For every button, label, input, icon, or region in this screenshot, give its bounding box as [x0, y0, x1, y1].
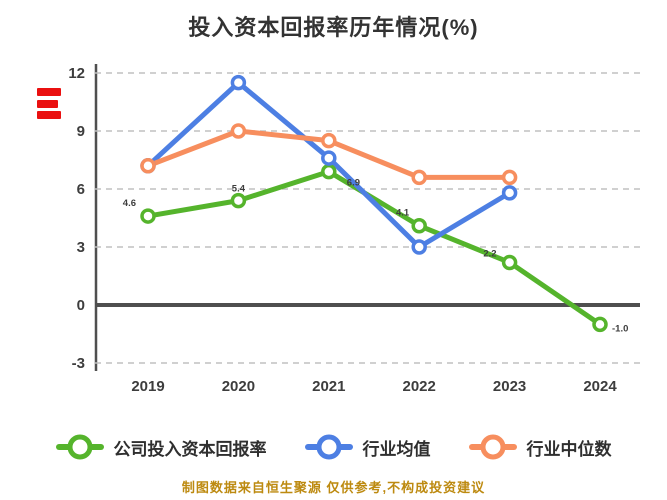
x-tick-label-2022: 2022 — [403, 378, 436, 395]
data-point-company-roic-2021[interactable] — [321, 163, 337, 180]
page-title: 投入资本回报率历年情况(%) — [188, 15, 479, 40]
red-watermark-icon — [37, 88, 61, 119]
series-company-roic — [145, 169, 603, 327]
x-tick-label-2023: 2023 — [493, 378, 526, 395]
data-point-industry-mean-2020[interactable] — [230, 74, 247, 91]
point-label-company-roic-2021: 6.9 — [347, 178, 360, 189]
legend-item-industry-median[interactable]: 行业中位数 — [468, 434, 612, 460]
data-point-industry-median-2021[interactable] — [321, 132, 337, 149]
data-point-industry-mean-2022[interactable] — [411, 239, 427, 255]
data-point-company-roic-2023[interactable] — [501, 254, 518, 271]
point-label-company-roic-2023: 2.2 — [483, 248, 496, 259]
legend-label-industry-median: 行业中位数 — [526, 439, 612, 459]
legend-item-industry-mean[interactable]: 行业均值 — [304, 434, 431, 460]
data-point-industry-median-2019[interactable] — [140, 158, 156, 174]
data-point-company-roic-2024[interactable] — [592, 316, 608, 333]
legend-marker-company-roic-icon — [55, 434, 104, 460]
chart-legend: 公司投入资本回报率 行业均值 行业中位数 — [0, 430, 667, 464]
series-markers-industry-median — [140, 123, 518, 186]
y-axis-tick-labels: 12 9 6 3 0 -3 — [68, 65, 85, 372]
point-label-company-roic-2022: 4.1 — [396, 208, 410, 219]
line-chart-canvas: 12 9 6 3 0 -3 2019 2020 2021 2022 2023 2024 4.6 5.4 6.… — [68, 64, 640, 395]
data-point-industry-median-2023[interactable] — [501, 169, 518, 186]
legend-label-industry-mean: 行业均值 — [362, 439, 431, 459]
x-tick-label-2021: 2021 — [312, 378, 345, 395]
data-point-industry-mean-2021[interactable] — [321, 150, 337, 166]
x-tick-label-2024: 2024 — [583, 378, 617, 395]
x-axis-tick-labels: 2019 2020 2021 2022 2023 2024 — [131, 378, 617, 395]
y-tick-label-0: 0 — [77, 297, 85, 314]
gridlines — [95, 72, 640, 364]
data-point-industry-median-2022[interactable] — [411, 169, 427, 186]
red-watermark-bar — [37, 88, 61, 96]
red-watermark-bar — [37, 99, 58, 108]
series-markers-company-roic — [140, 163, 608, 333]
legend-item-company-roic[interactable]: 公司投入资本回报率 — [55, 434, 267, 460]
point-labels-company-roic: 4.6 5.4 6.9 4.1 2.2 -1.0 — [123, 178, 629, 335]
legend-marker-industry-median-icon — [468, 434, 517, 460]
point-label-company-roic-2024: -1.0 — [612, 323, 628, 334]
y-tick-label-9: 9 — [77, 123, 85, 140]
point-label-company-roic-2019: 4.6 — [123, 198, 136, 209]
point-label-company-roic-2020: 5.4 — [232, 184, 246, 195]
data-point-company-roic-2022[interactable] — [411, 217, 427, 234]
x-tick-label-2019: 2019 — [131, 378, 164, 395]
y-tick-label-3: 3 — [77, 239, 85, 256]
y-tick-label-6: 6 — [77, 181, 85, 198]
x-tick-label-2020: 2020 — [222, 378, 255, 395]
data-point-industry-mean-2023[interactable] — [501, 185, 518, 201]
data-point-company-roic-2019[interactable] — [140, 208, 156, 224]
y-tick-label--3: -3 — [72, 355, 85, 372]
y-tick-label-12: 12 — [68, 65, 85, 82]
data-point-industry-median-2020[interactable] — [230, 123, 247, 139]
series-markers-industry-mean — [140, 74, 518, 255]
source-caption: 制图数据来自恒生聚源 仅供参考,不构成投资建议 — [181, 480, 486, 495]
legend-label-company-roic: 公司投入资本回报率 — [113, 439, 267, 459]
series-line-company-roic — [145, 169, 603, 327]
legend-marker-industry-mean-icon — [304, 434, 353, 460]
data-point-company-roic-2020[interactable] — [230, 192, 247, 209]
red-watermark-bar — [37, 111, 61, 119]
